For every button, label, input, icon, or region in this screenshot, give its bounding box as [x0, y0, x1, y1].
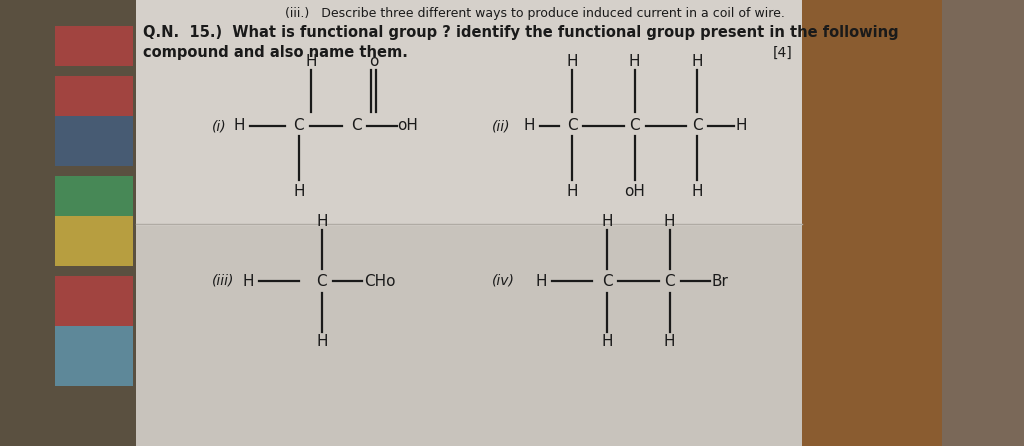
Text: H: H — [233, 119, 245, 133]
Text: H: H — [316, 334, 328, 348]
Text: H: H — [293, 183, 305, 198]
Text: C: C — [567, 119, 578, 133]
Text: C: C — [350, 119, 361, 133]
Text: H: H — [536, 273, 547, 289]
Text: H: H — [316, 214, 328, 228]
Text: H: H — [523, 119, 535, 133]
FancyBboxPatch shape — [55, 176, 133, 216]
Text: H: H — [664, 334, 676, 348]
Text: H: H — [629, 54, 640, 69]
Text: H: H — [691, 183, 702, 198]
Text: (iii.)   Describe three different ways to produce induced current in a coil of w: (iii.) Describe three different ways to … — [285, 8, 785, 21]
Text: H: H — [305, 54, 316, 69]
Text: H: H — [664, 214, 676, 228]
FancyBboxPatch shape — [55, 326, 133, 386]
FancyBboxPatch shape — [55, 26, 133, 66]
FancyBboxPatch shape — [55, 276, 133, 326]
Text: H: H — [736, 119, 748, 133]
Text: C: C — [665, 273, 675, 289]
Text: H: H — [243, 273, 254, 289]
FancyBboxPatch shape — [0, 0, 142, 446]
Text: C: C — [692, 119, 702, 133]
FancyBboxPatch shape — [55, 216, 133, 266]
Text: Q.N.  15.)  What is functional group ? identify the functional group present in : Q.N. 15.) What is functional group ? ide… — [142, 25, 898, 41]
Text: (iii): (iii) — [212, 274, 233, 288]
Text: o: o — [369, 54, 378, 69]
Text: Br: Br — [712, 273, 729, 289]
Text: C: C — [602, 273, 612, 289]
Text: CHo: CHo — [365, 273, 395, 289]
Text: [4]: [4] — [773, 46, 793, 60]
Text: (i): (i) — [212, 119, 226, 133]
Text: H: H — [691, 54, 702, 69]
Text: H: H — [566, 54, 578, 69]
FancyBboxPatch shape — [136, 226, 802, 446]
Text: H: H — [566, 183, 578, 198]
Text: oH: oH — [625, 183, 645, 198]
Text: (iv): (iv) — [493, 274, 515, 288]
Text: H: H — [601, 214, 612, 228]
Text: (ii): (ii) — [493, 119, 511, 133]
Text: oH: oH — [397, 119, 418, 133]
Text: compound and also name them.: compound and also name them. — [142, 45, 408, 61]
Text: C: C — [630, 119, 640, 133]
FancyBboxPatch shape — [55, 116, 133, 166]
Text: C: C — [316, 273, 328, 289]
FancyBboxPatch shape — [55, 76, 133, 116]
Text: H: H — [601, 334, 612, 348]
FancyBboxPatch shape — [800, 0, 942, 446]
Text: C: C — [294, 119, 304, 133]
FancyBboxPatch shape — [136, 0, 802, 226]
